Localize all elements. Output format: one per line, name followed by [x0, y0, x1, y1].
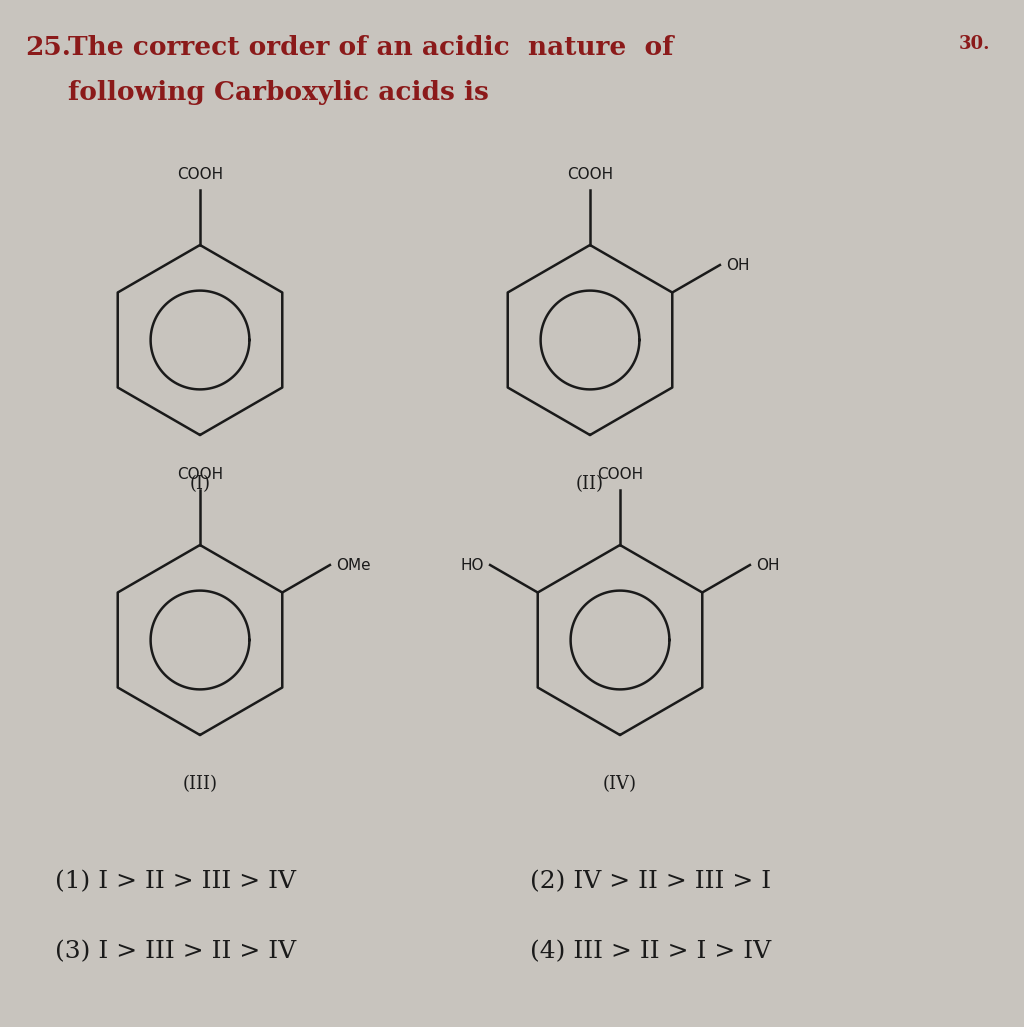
Text: OMe: OMe — [336, 558, 371, 572]
Text: (II): (II) — [575, 476, 604, 493]
Text: COOH: COOH — [597, 467, 643, 482]
Text: OH: OH — [756, 558, 779, 572]
Text: COOH: COOH — [177, 167, 223, 182]
Text: 25.: 25. — [25, 35, 71, 60]
Text: (I): (I) — [189, 476, 211, 493]
Text: HO: HO — [461, 558, 484, 572]
Text: The correct order of an acidic  nature  of: The correct order of an acidic nature of — [68, 35, 674, 60]
Text: (2) IV > II > III > I: (2) IV > II > III > I — [530, 870, 771, 893]
Text: COOH: COOH — [567, 167, 613, 182]
Text: (IV): (IV) — [603, 775, 637, 793]
Text: 30.: 30. — [958, 35, 990, 53]
Text: (III): (III) — [182, 775, 217, 793]
Text: following Carboxylic acids is: following Carboxylic acids is — [68, 80, 488, 105]
Text: COOH: COOH — [177, 467, 223, 482]
Text: (1) I > II > III > IV: (1) I > II > III > IV — [55, 870, 296, 893]
Text: (4) III > II > I > IV: (4) III > II > I > IV — [530, 940, 771, 963]
Text: OH: OH — [726, 258, 750, 272]
Text: (3) I > III > II > IV: (3) I > III > II > IV — [55, 940, 296, 963]
